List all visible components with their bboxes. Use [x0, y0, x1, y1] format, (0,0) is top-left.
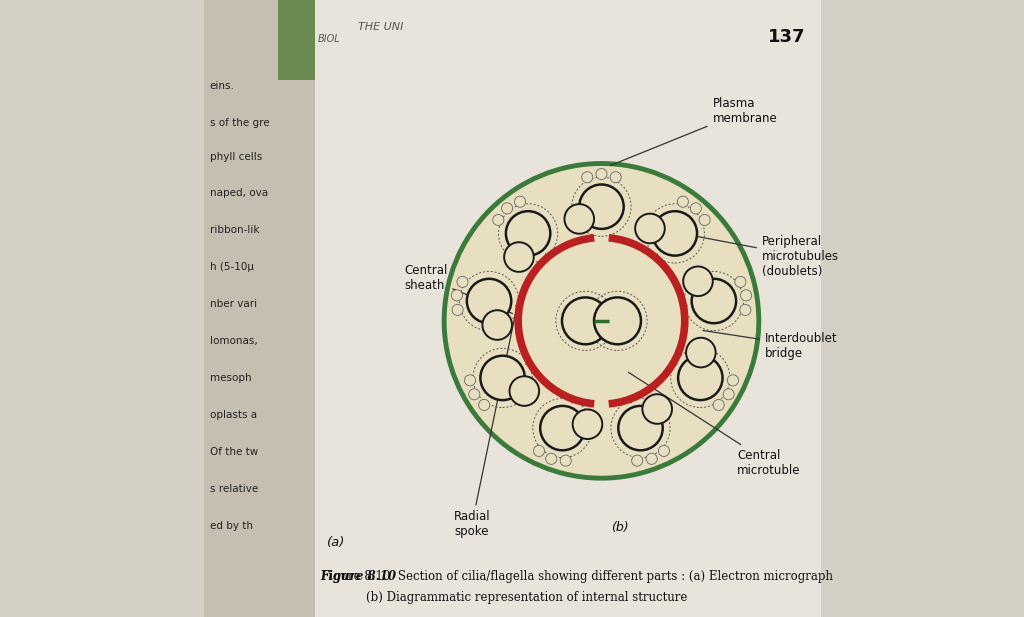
Text: Central
sheath: Central sheath: [404, 263, 513, 313]
Text: lomonas,: lomonas,: [210, 336, 257, 346]
Circle shape: [482, 310, 512, 340]
Circle shape: [534, 445, 545, 457]
Circle shape: [683, 267, 713, 296]
Circle shape: [618, 406, 663, 450]
Text: h (5-10μ: h (5-10μ: [210, 262, 254, 271]
Text: Interdoublet
bridge: Interdoublet bridge: [702, 331, 838, 360]
Circle shape: [580, 184, 624, 229]
Text: mesoph: mesoph: [210, 373, 251, 383]
Circle shape: [740, 290, 752, 301]
Circle shape: [678, 355, 723, 400]
Circle shape: [635, 213, 665, 243]
Circle shape: [610, 172, 622, 183]
Bar: [204, 0, 314, 617]
Circle shape: [727, 375, 738, 386]
Circle shape: [646, 453, 657, 465]
Circle shape: [562, 297, 609, 344]
Circle shape: [596, 168, 607, 180]
Circle shape: [652, 211, 697, 255]
Circle shape: [480, 355, 525, 400]
Bar: [314, 0, 820, 617]
Text: Central
microtuble: Central microtuble: [629, 372, 801, 477]
Circle shape: [691, 279, 736, 323]
Circle shape: [686, 337, 716, 367]
Circle shape: [510, 376, 539, 406]
Circle shape: [469, 389, 480, 400]
Circle shape: [658, 445, 670, 457]
Circle shape: [465, 375, 475, 386]
Text: THE UNI: THE UNI: [357, 22, 403, 31]
Circle shape: [506, 211, 550, 255]
Circle shape: [502, 203, 513, 214]
Circle shape: [582, 172, 593, 183]
Circle shape: [699, 215, 711, 226]
Circle shape: [546, 453, 557, 465]
Circle shape: [452, 304, 463, 315]
Text: 137: 137: [768, 28, 805, 46]
Circle shape: [739, 304, 751, 315]
Text: eins.: eins.: [210, 81, 234, 91]
Circle shape: [478, 399, 489, 410]
Circle shape: [504, 242, 534, 272]
Text: s relative: s relative: [210, 484, 258, 494]
Circle shape: [642, 394, 672, 424]
Text: ribbon-lik: ribbon-lik: [210, 225, 259, 234]
Circle shape: [452, 290, 463, 301]
Circle shape: [594, 297, 641, 344]
Circle shape: [541, 406, 585, 450]
Circle shape: [572, 410, 602, 439]
Bar: [278, 0, 314, 80]
Text: (b): (b): [611, 521, 629, 534]
Text: Figure 8.10: Figure 8.10: [321, 570, 396, 584]
Circle shape: [713, 399, 724, 410]
Text: Plasma
membrane: Plasma membrane: [610, 97, 777, 165]
Text: BIOL: BIOL: [317, 34, 340, 44]
Circle shape: [723, 389, 734, 400]
Circle shape: [467, 279, 511, 323]
Circle shape: [560, 455, 571, 466]
Text: Of the tw: Of the tw: [210, 447, 258, 457]
Circle shape: [493, 215, 504, 226]
Circle shape: [632, 455, 643, 466]
Circle shape: [514, 196, 525, 207]
Circle shape: [690, 203, 701, 214]
Circle shape: [444, 164, 759, 478]
Text: Peripheral
microtubules
(doublets): Peripheral microtubules (doublets): [684, 234, 839, 278]
Circle shape: [564, 204, 594, 234]
Text: naped, ova: naped, ova: [210, 188, 268, 197]
Circle shape: [677, 196, 688, 207]
Text: nber vari: nber vari: [210, 299, 257, 308]
Text: s of the gre: s of the gre: [210, 118, 269, 128]
Text: Figure 8.10  Section of cilia/flagella showing different parts : (a) Electron mi: Figure 8.10 Section of cilia/flagella sh…: [321, 570, 833, 584]
Circle shape: [457, 276, 468, 288]
Circle shape: [735, 276, 745, 288]
Text: oplasts a: oplasts a: [210, 410, 257, 420]
Text: (a): (a): [327, 536, 345, 550]
Text: ed by th: ed by th: [210, 521, 253, 531]
Text: phyll cells: phyll cells: [210, 152, 262, 162]
Text: Radial
spoke: Radial spoke: [454, 308, 516, 539]
Text: (b) Diagrammatic representation of internal structure: (b) Diagrammatic representation of inter…: [321, 590, 687, 604]
